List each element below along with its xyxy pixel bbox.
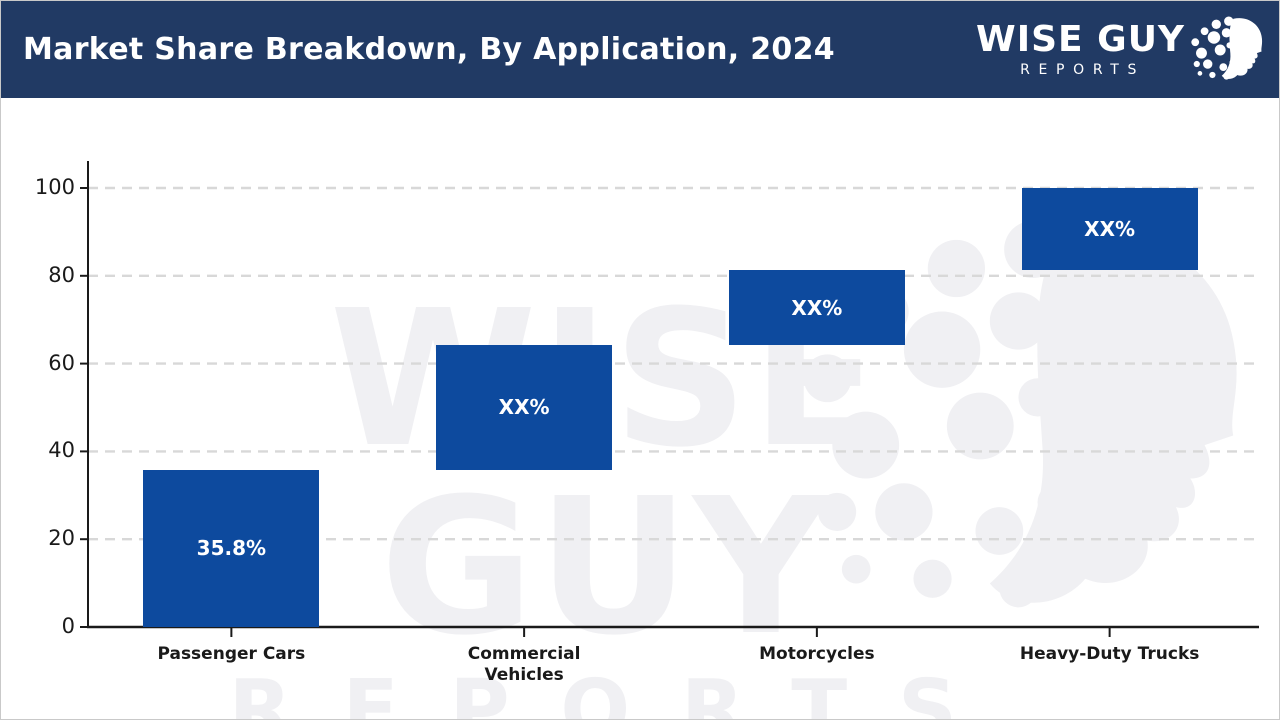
x-axis-category-label: Heavy-Duty Trucks bbox=[1019, 644, 1200, 664]
y-axis-tick-label: 60 bbox=[48, 350, 75, 375]
y-axis-tick-label: 80 bbox=[48, 262, 75, 287]
y-axis-tick-label: 100 bbox=[34, 175, 75, 199]
wiseguy-face-icon bbox=[1189, 15, 1267, 85]
y-axis-tick-label: 40 bbox=[48, 438, 75, 463]
y-axis-tick-label: 20 bbox=[48, 526, 75, 551]
bar-value-label: XX% bbox=[498, 395, 550, 420]
bar-motorcycles: XX% bbox=[728, 270, 905, 346]
bar-value-label: XX% bbox=[1084, 217, 1136, 242]
watermark-subtitle: REPORTS bbox=[228, 663, 1008, 720]
y-axis-tick-label: 0 bbox=[61, 614, 75, 638]
x-axis-category-label: Passenger Cars bbox=[157, 644, 306, 664]
bar-heavy-duty-trucks: XX% bbox=[1021, 188, 1198, 271]
bar-passenger-cars: 35.8% bbox=[143, 469, 320, 627]
x-axis-category-label: Commercial Vehicles bbox=[467, 644, 581, 685]
bar-value-label: 35.8% bbox=[196, 536, 267, 561]
header: Market Share Breakdown, By Application, … bbox=[1, 1, 1279, 98]
x-axis-category-label: Motorcycles bbox=[759, 644, 875, 664]
wiseguy-logo: WISE GUY REPORTS bbox=[976, 15, 1267, 85]
chart-title: Market Share Breakdown, By Application, … bbox=[23, 32, 835, 67]
chart-area: WISE GUY REPORTS 35.8%XX%XX%XX% 02040608… bbox=[1, 98, 1279, 720]
logo-wordmark: WISE GUY bbox=[975, 19, 1185, 60]
bar-commercial-vehicles: XX% bbox=[436, 345, 613, 470]
bar-value-label: XX% bbox=[791, 295, 843, 320]
logo-subtitle: REPORTS bbox=[1020, 62, 1146, 78]
